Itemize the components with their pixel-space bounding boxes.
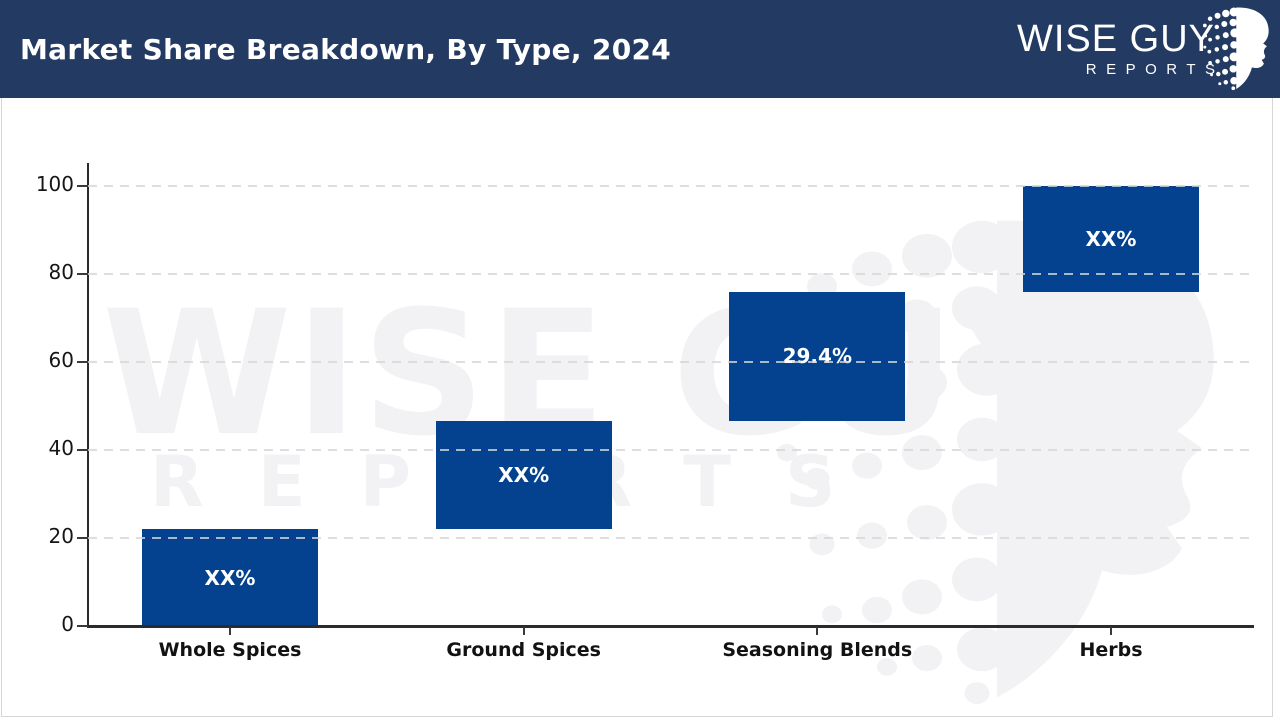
- bar: 29.4%: [729, 291, 906, 421]
- gridline: [88, 361, 1253, 363]
- gridline: [88, 185, 1253, 187]
- logo-text: WISE GUY REPORTS: [1017, 20, 1215, 78]
- y-tick-label: 20: [48, 524, 74, 548]
- x-axis-line: [87, 625, 1254, 628]
- gridline: [88, 273, 1253, 275]
- y-tick: [77, 449, 88, 451]
- bar: XX%: [435, 420, 612, 530]
- logo-wordmark: WISE GUY: [1016, 18, 1215, 60]
- gridline: [88, 449, 1253, 451]
- page-title: Market Share Breakdown, By Type, 2024: [20, 32, 672, 66]
- header: Market Share Breakdown, By Type, 2024 WI…: [0, 0, 1280, 98]
- y-tick: [77, 625, 88, 627]
- y-tick-label: 80: [48, 260, 74, 284]
- category-label: Seasoning Blends: [722, 639, 913, 661]
- bar-value-label: XX%: [204, 565, 256, 590]
- y-tick-label: 40: [48, 436, 74, 460]
- y-tick: [77, 273, 88, 275]
- y-axis-line: [87, 163, 89, 627]
- content-frame: [1, 98, 1273, 717]
- y-tick-label: 60: [48, 348, 74, 372]
- x-tick: [229, 627, 231, 635]
- gridline: [88, 537, 1253, 539]
- y-tick: [77, 537, 88, 539]
- bar-value-label: XX%: [1085, 226, 1137, 251]
- bar: XX%: [142, 529, 318, 626]
- category-label: Herbs: [1079, 639, 1143, 661]
- y-tick: [77, 361, 88, 363]
- logo-subtitle: REPORTS: [1085, 61, 1225, 78]
- wiseguy-logo: WISE GUY REPORTS: [1017, 0, 1276, 98]
- category-label: Whole Spices: [158, 639, 302, 661]
- x-tick: [1110, 627, 1112, 635]
- bar-value-label: XX%: [498, 463, 550, 488]
- y-tick-label: 0: [61, 612, 74, 636]
- category-label: Ground Spices: [446, 639, 601, 661]
- x-tick: [522, 627, 525, 635]
- y-tick: [77, 185, 88, 187]
- bar-value-label: 29.4%: [782, 344, 852, 369]
- bar: XX%: [1023, 186, 1199, 292]
- x-tick: [816, 627, 819, 635]
- y-tick-label: 100: [35, 172, 74, 196]
